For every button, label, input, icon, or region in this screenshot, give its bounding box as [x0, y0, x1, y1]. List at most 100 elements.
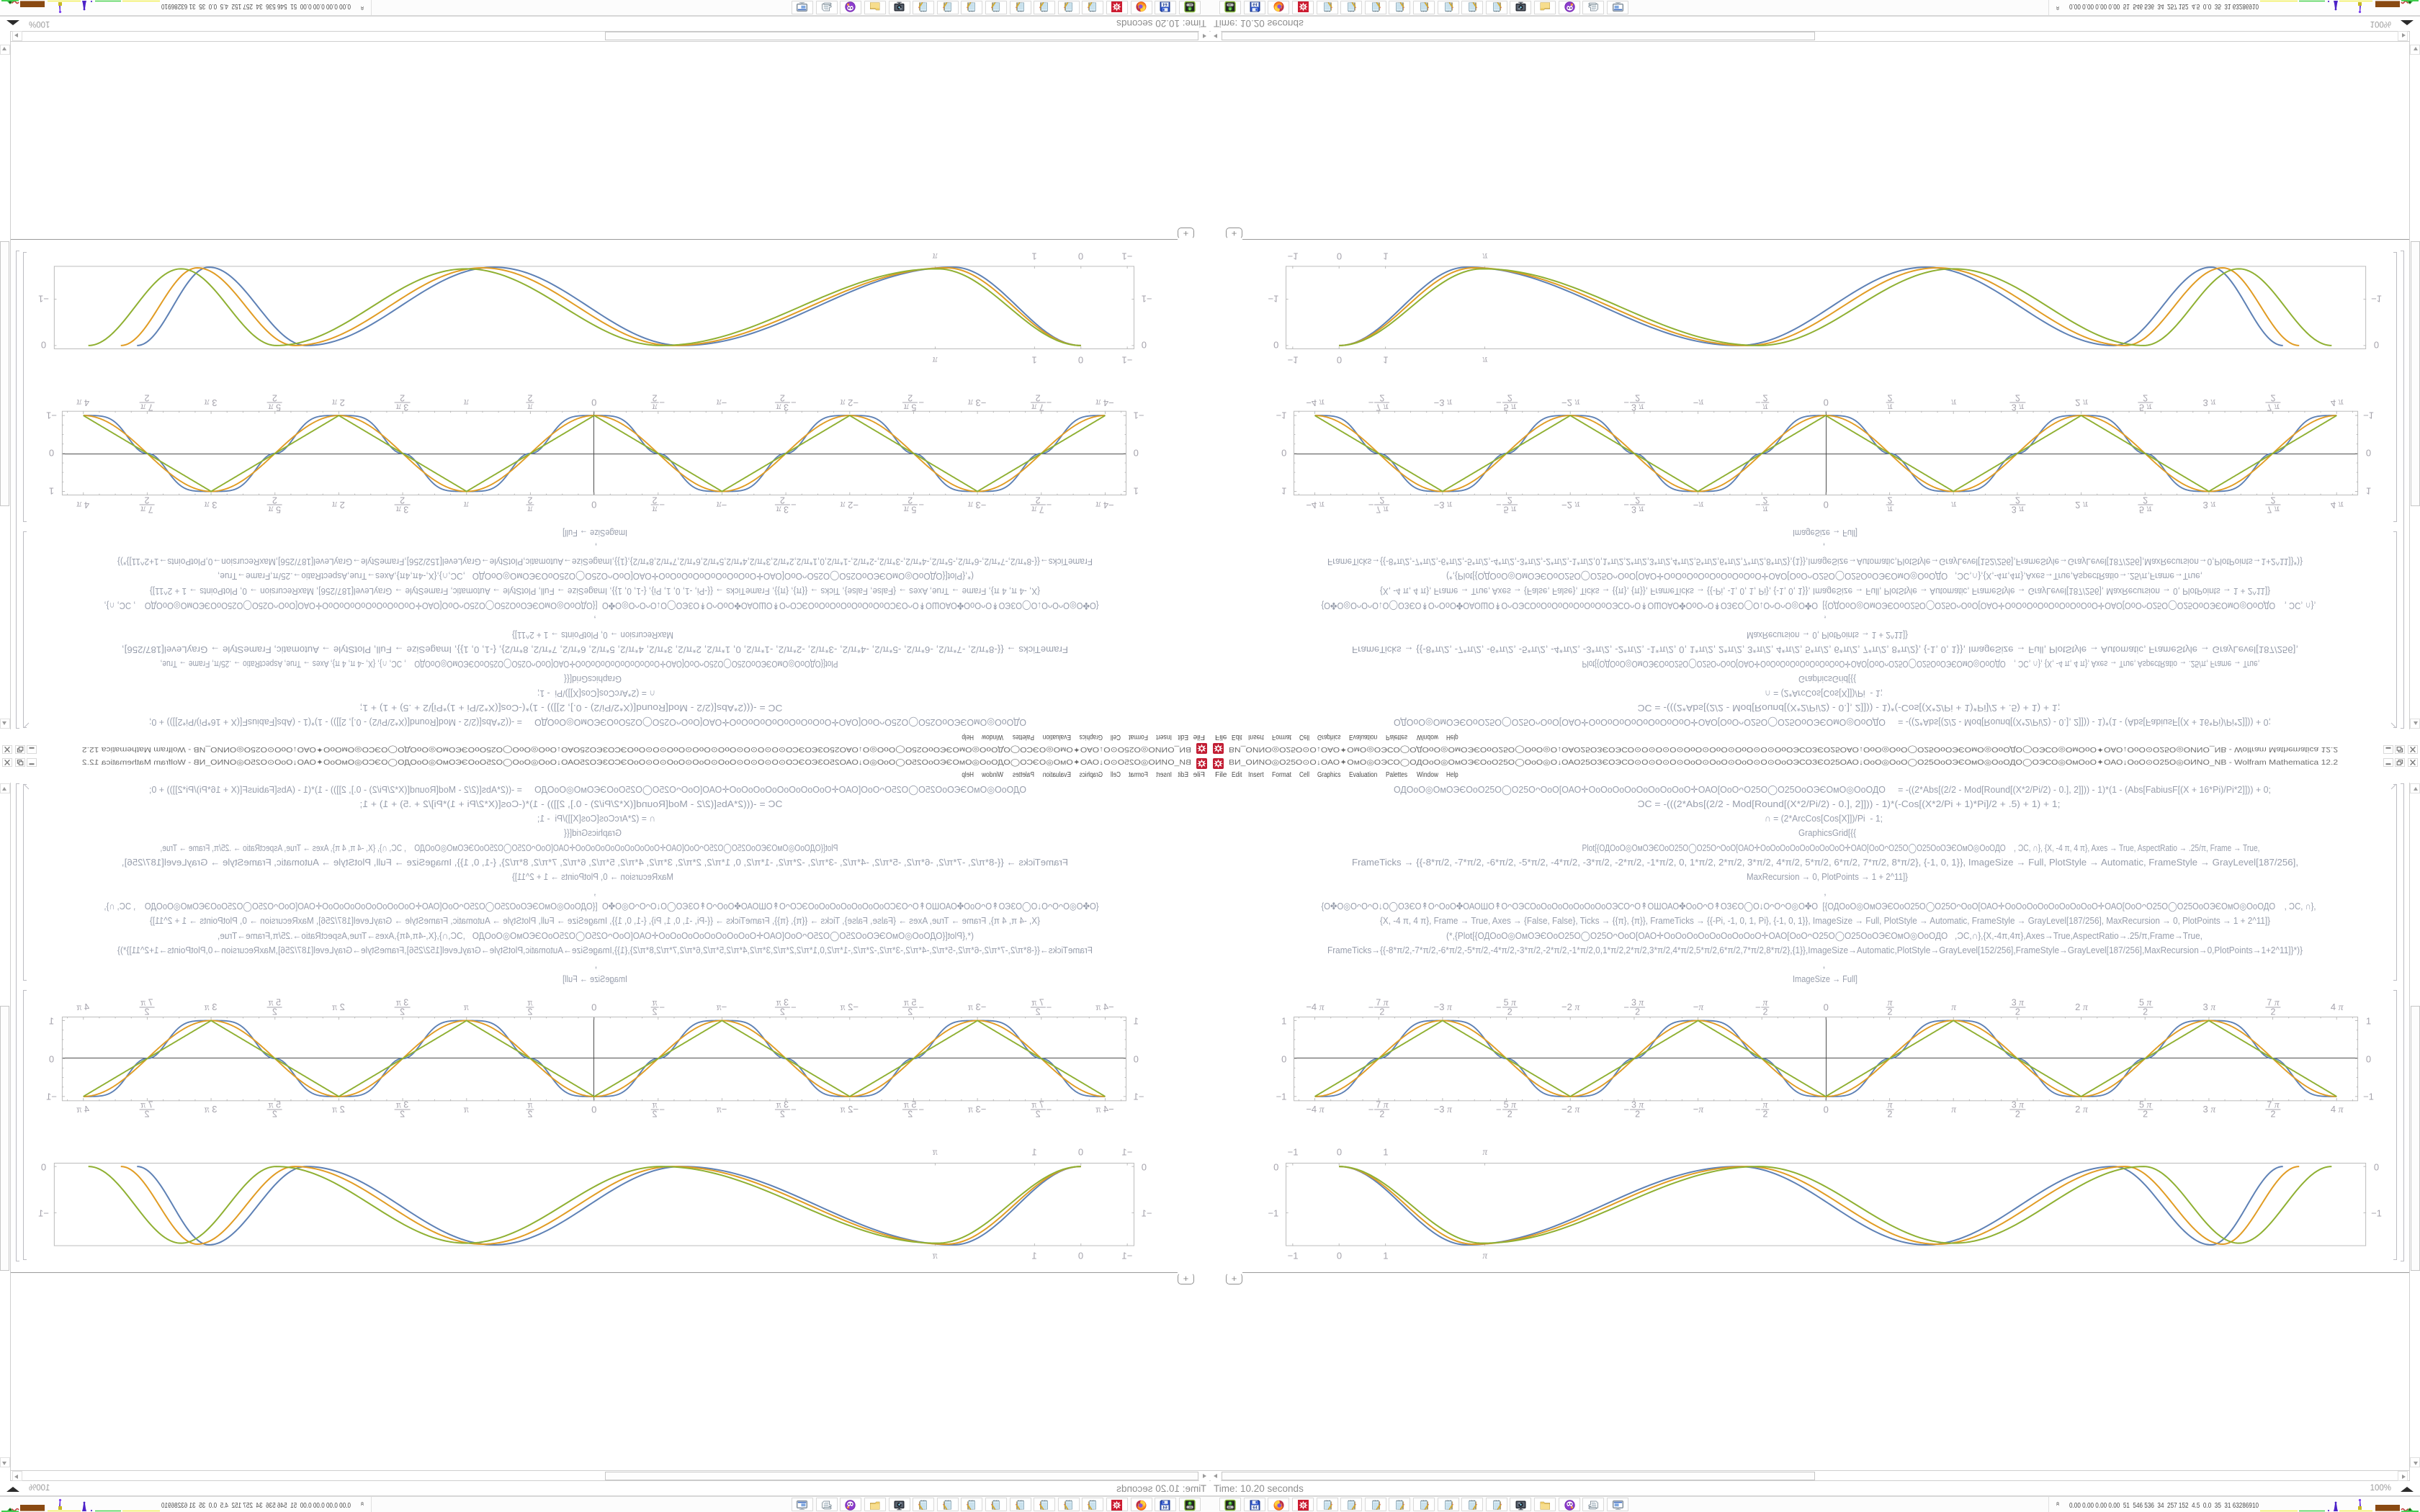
code-line-4[interactable]: GraphicsGrid[{{ — [564, 827, 622, 839]
output-cell-bracket[interactable] — [22, 990, 27, 1261]
menu-cell[interactable]: Cell — [1299, 771, 1309, 779]
code-line-12[interactable]: FrameTicks→{{-8*π/2,-7*π/2,-6*π/2,-5*π/2… — [1327, 944, 2303, 955]
taskbar-button-notepad-4[interactable] — [1389, 1498, 1411, 1511]
taskbar-button-notepad-3[interactable] — [1364, 1, 1386, 14]
insert-cell-plus-button[interactable]: + — [1226, 1273, 1242, 1284]
taskbar-button-notepad-3[interactable] — [1364, 1498, 1386, 1511]
input-cell-bracket[interactable] — [22, 784, 27, 981]
horizontal-scroll-thumb[interactable] — [605, 1471, 1198, 1480]
code-line-14[interactable]: ImageSize → Full] — [562, 527, 628, 539]
code-line-3[interactable]: ∩ = (2*ArcCos[Cos[X]])/Pi - 1; — [1765, 688, 1883, 699]
taskbar-button-notepad-1[interactable] — [1082, 1498, 1104, 1511]
taskbar-button-notepad-6[interactable] — [1437, 1498, 1459, 1511]
taskbar-button-notepad-7[interactable] — [1461, 1498, 1484, 1511]
taskbar-button-zip-tool[interactable] — [1178, 1498, 1201, 1511]
taskbar-button-folder[interactable] — [1534, 1498, 1556, 1511]
taskbar-button-notepad-1[interactable] — [1082, 1, 1104, 14]
taskbar-button-media-player[interactable] — [1558, 1498, 1580, 1511]
code-line-6[interactable]: FrameTicks → {{-8*π/2, -7*π/2, -6*π/2, -… — [1351, 857, 2299, 868]
taskbar-button-media-player[interactable] — [840, 1, 862, 14]
code-line-14[interactable]: ImageSize → Full] — [1792, 527, 1858, 539]
code-line-8[interactable]: , — [593, 615, 596, 626]
code-line-11[interactable]: (*,{Plot[{ОДОᴏО◎ОмОЭЄОᴏО25О◯О25ОᴖОᴏО[ОАО… — [1446, 571, 2202, 582]
minimize-button[interactable] — [27, 745, 37, 754]
cell-group-bracket[interactable] — [16, 783, 19, 1261]
zoom-level-text[interactable]: 100% — [29, 1484, 50, 1493]
code-line-13[interactable]: , — [1822, 959, 1826, 971]
scroll-up-button[interactable] — [0, 719, 10, 729]
scroll-right-button[interactable] — [2398, 1471, 2408, 1481]
close-button[interactable] — [2408, 745, 2418, 754]
code-line-1[interactable]: ОДОᴏО◎ОмОЭЄОᴏО25О◯О25ОᴖОᴏО[ОАО✛ОᴏОᴏОᴏОᴏО… — [1394, 783, 2271, 795]
insert-cell-plus-button[interactable]: + — [1178, 1273, 1194, 1284]
code-line-7[interactable]: MaxRecursion → 0, PlotPoints → 1 + 2^11]… — [511, 629, 674, 641]
scroll-down-button[interactable] — [2410, 45, 2420, 55]
taskbar-button-notepad-3[interactable] — [1034, 1, 1056, 14]
menu-file[interactable]: File — [1214, 771, 1227, 779]
taskbar-button-notepad-4[interactable] — [1009, 1, 1031, 14]
taskbar-button-firefox[interactable] — [1268, 1, 1290, 14]
taskbar-button-notepad-1[interactable] — [1316, 1498, 1338, 1511]
notebook-canvas[interactable]: ОДОᴏО◎ОмОЭЄОᴏО25О◯О25ОᴖОᴏО[ОАО✛ОᴏОᴏОᴏОᴏО… — [0, 756, 1210, 1471]
taskbar-button-notepad-2[interactable] — [1340, 1498, 1363, 1511]
taskbar-button-notepad-5[interactable] — [1413, 1498, 1435, 1511]
code-line-13[interactable]: , — [594, 959, 598, 971]
code-line-10[interactable]: {X, -4 π, 4 π}, Frame → True, Axes → {Fa… — [1380, 585, 2270, 597]
taskbar-button-notepad-6[interactable] — [1437, 1, 1459, 14]
window-titlebar[interactable]: ВИ_ОИNО◎О25О⊙О↓ОАО✦ОмО◎ОЭСО◯ОДОᴏО◎ОмОЭЄО… — [1210, 742, 2420, 756]
taskbar-button-notepad-2[interactable] — [1057, 1, 1080, 14]
taskbar-button-notepad-6[interactable] — [961, 1498, 983, 1511]
code-line-9[interactable]: {О✤О◎ОᴖОᴖО↓О◯ОЗЄО↟ОᴖОᴏО✤ОАОШО↟ОᴖОЭСОᴏОᴏО… — [1321, 600, 2316, 612]
horizontal-scrollbar[interactable] — [11, 1470, 1210, 1481]
scroll-down-button[interactable] — [0, 1457, 10, 1467]
code-line-11[interactable]: (*,{Plot[{ОДОᴏО◎ОмОЭЄОᴏО25О◯О25ОᴖОᴏО[ОАО… — [218, 571, 974, 582]
taskbar-button-folder[interactable] — [1534, 1, 1556, 14]
menu-edit[interactable]: Edit — [1231, 771, 1242, 779]
restore-button[interactable] — [2395, 745, 2405, 754]
scroll-left-button[interactable] — [1211, 1471, 1221, 1481]
code-line-9[interactable]: {О✤О◎ОᴖОᴖО↓О◯ОЗЄО↟ОᴖОᴏО✤ОАОШО↟ОᴖОЭСОᴏОᴏО… — [104, 600, 1099, 612]
tray-expand-chevron-icon[interactable]: » — [358, 1503, 367, 1506]
code-line-1[interactable]: ОДОᴏО◎ОмОЭЄОᴏО25О◯О25ОᴖОᴏО[ОАО✛ОᴏОᴏОᴏОᴏО… — [149, 717, 1026, 729]
vertical-scroll-thumb[interactable] — [2411, 1006, 2420, 1271]
menu-help[interactable]: Help — [1446, 771, 1458, 779]
taskbar-button-monitor[interactable] — [1606, 1498, 1628, 1511]
cell-group-bracket[interactable] — [2401, 251, 2404, 729]
zoom-level-text[interactable]: 100% — [29, 19, 50, 28]
scroll-up-button[interactable] — [2410, 783, 2420, 793]
vertical-scroll-thumb[interactable] — [0, 1006, 9, 1271]
taskbar-button-mathematica[interactable] — [1292, 1, 1314, 14]
taskbar-button-floppy-64[interactable]: 64 — [1243, 1498, 1265, 1511]
code-line-11[interactable]: (*,{Plot[{ОДОᴏО◎ОмОЭЄОᴏО25О◯О25ОᴖОᴏО[ОАО… — [1446, 930, 2202, 941]
horizontal-scrollbar[interactable] — [1210, 31, 2409, 42]
restore-button[interactable] — [2395, 758, 2405, 767]
taskbar-button-floppy-64[interactable]: 64 — [1155, 1498, 1177, 1511]
taskbar-button-monitor[interactable] — [792, 1498, 814, 1511]
taskbar-button-floppy-64[interactable]: 64 — [1155, 1, 1177, 14]
taskbar-button-media-player[interactable] — [840, 1498, 862, 1511]
taskbar-button-notepad-7[interactable] — [1461, 1, 1484, 14]
taskbar-button-printer[interactable] — [1582, 1, 1605, 14]
code-line-5[interactable]: Plot[{ОДОᴏО◎ОмОЭЄОᴏО25О◯О25ОᴖОᴏО[ОАО✛ОᴏО… — [160, 842, 838, 853]
horizontal-scrollbar[interactable] — [11, 31, 1210, 42]
menu-insert[interactable]: Insert — [1247, 771, 1264, 779]
magnification-popup-arrow[interactable] — [2401, 20, 2414, 25]
code-line-6[interactable]: FrameTicks → {{-8*π/2, -7*π/2, -6*π/2, -… — [121, 644, 1069, 655]
code-line-7[interactable]: MaxRecursion → 0, PlotPoints → 1 + 2^11]… — [511, 871, 674, 883]
close-button[interactable] — [2408, 758, 2418, 767]
taskbar-button-mathematica[interactable] — [1106, 1498, 1128, 1511]
taskbar-button-notepad-7[interactable] — [936, 1498, 959, 1511]
output-cell-bracket[interactable] — [22, 251, 27, 522]
taskbar-button-printer[interactable] — [815, 1498, 838, 1511]
code-line-4[interactable]: GraphicsGrid[{{ — [564, 673, 622, 685]
tray-expand-chevron-icon[interactable]: » — [2053, 1503, 2062, 1506]
insert-cell-plus-button[interactable]: + — [1226, 228, 1242, 239]
taskbar-button-notepad-4[interactable] — [1009, 1498, 1031, 1511]
minimize-button[interactable] — [2383, 758, 2393, 767]
code-line-4[interactable]: GraphicsGrid[{{ — [1798, 827, 1856, 839]
taskbar-button-folder[interactable] — [864, 1498, 886, 1511]
taskbar-button-notepad-3[interactable] — [1034, 1498, 1056, 1511]
code-line-6[interactable]: FrameTicks → {{-8*π/2, -7*π/2, -6*π/2, -… — [1351, 644, 2299, 655]
taskbar-button-notepad-7[interactable] — [936, 1, 959, 14]
code-line-7[interactable]: MaxRecursion → 0, PlotPoints → 1 + 2^11]… — [1746, 871, 1909, 883]
